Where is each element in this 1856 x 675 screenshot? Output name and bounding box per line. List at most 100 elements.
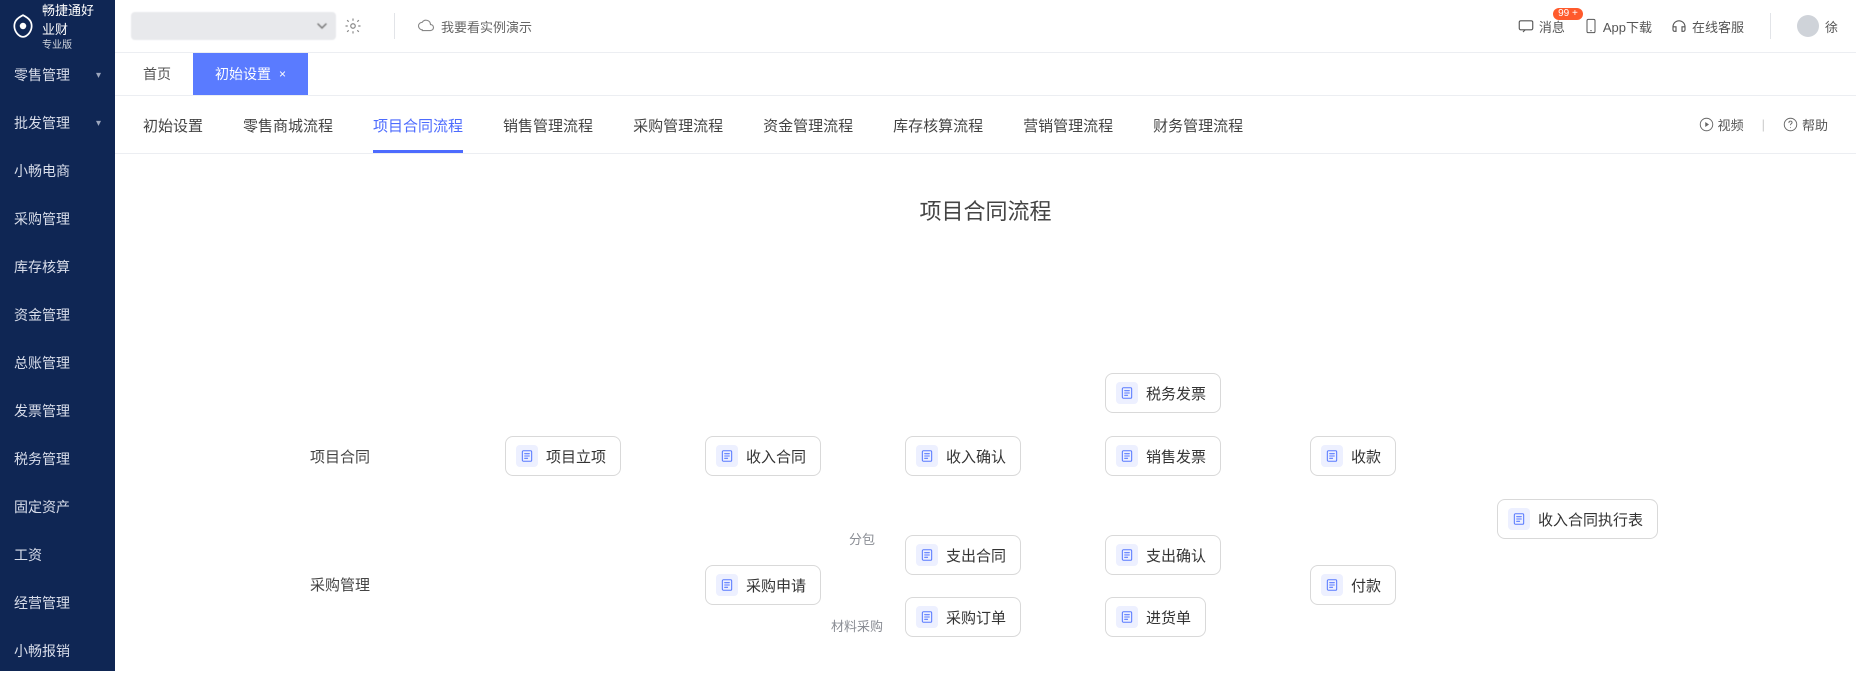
user-name: 徐 xyxy=(1825,17,1838,36)
subtab-2[interactable]: 项目合同流程 xyxy=(373,97,463,152)
flow-node-pay[interactable]: 付款 xyxy=(1310,565,1396,605)
workspace-tab-0[interactable]: 首页 xyxy=(121,53,193,95)
subtab-3[interactable]: 销售管理流程 xyxy=(503,97,593,152)
document-icon xyxy=(1116,382,1138,404)
chevron-down-icon xyxy=(316,20,328,32)
flow-node-label: 进货单 xyxy=(1146,607,1191,628)
edge-label-subcontract: 分包 xyxy=(849,529,875,548)
flow-node-income-exec[interactable]: 收入合同执行表 xyxy=(1497,499,1658,539)
flow-row-label-project-contract: 项目合同 xyxy=(310,446,370,467)
flow-node-sales-invoice[interactable]: 销售发票 xyxy=(1105,436,1221,476)
document-icon xyxy=(1508,508,1530,530)
flow-row-label-purchase-mgmt: 采购管理 xyxy=(310,574,370,595)
flow-node-project-init[interactable]: 项目立项 xyxy=(505,436,621,476)
sidebar-item-12[interactable]: 小畅报销 xyxy=(0,627,115,675)
sidebar-item-3[interactable]: 采购管理 xyxy=(0,195,115,243)
document-icon xyxy=(716,574,738,596)
document-icon xyxy=(916,544,938,566)
help-label: 帮助 xyxy=(1802,115,1828,134)
flow-node-label: 销售发票 xyxy=(1146,446,1206,467)
flow-canvas: 项目合同流程 项目合同 采购管理 分包 材料采购 项目立项收入合同收入确认销售发… xyxy=(115,154,1856,671)
org-selector[interactable] xyxy=(121,0,372,52)
document-icon xyxy=(1321,574,1343,596)
chevron-down-icon: ▾ xyxy=(96,70,101,81)
flow-node-receive[interactable]: 收款 xyxy=(1310,436,1396,476)
flow-node-expense-contract[interactable]: 支出合同 xyxy=(905,535,1021,575)
sidebar-item-11[interactable]: 经营管理 xyxy=(0,579,115,627)
demo-text: 我要看实例演示 xyxy=(441,17,532,36)
sidebar-item-0[interactable]: 零售管理 ▾ xyxy=(0,51,115,99)
flow-node-label: 税务发票 xyxy=(1146,383,1206,404)
phone-icon xyxy=(1583,17,1599,35)
sidebar-item-label: 税务管理 xyxy=(14,449,70,469)
chevron-down-icon: ▾ xyxy=(96,118,101,129)
sidebar-item-label: 总账管理 xyxy=(14,353,70,373)
document-icon xyxy=(1116,544,1138,566)
messages-button[interactable]: 消息 99 + xyxy=(1517,17,1565,36)
flow-node-label: 项目立项 xyxy=(546,446,606,467)
demo-link[interactable]: 我要看实例演示 xyxy=(417,17,532,36)
subtab-5[interactable]: 资金管理流程 xyxy=(763,97,853,152)
sidebar-item-label: 零售管理 xyxy=(14,65,70,85)
flow-node-label: 收款 xyxy=(1351,446,1381,467)
help-link[interactable]: 帮助 xyxy=(1783,115,1828,134)
flow-node-label: 支出确认 xyxy=(1146,545,1206,566)
flow-node-label: 收入合同执行表 xyxy=(1538,509,1643,530)
subtab-7[interactable]: 营销管理流程 xyxy=(1023,97,1113,152)
separator xyxy=(394,13,395,39)
flow-node-purchase-order[interactable]: 采购订单 xyxy=(905,597,1021,637)
flow-node-label: 收入合同 xyxy=(746,446,806,467)
sidebar-item-8[interactable]: 税务管理 xyxy=(0,435,115,483)
workspace-tab-1[interactable]: 初始设置× xyxy=(193,53,308,95)
app-download-label: App下载 xyxy=(1603,17,1652,36)
subtab-4[interactable]: 采购管理流程 xyxy=(633,97,723,152)
sidebar-item-1[interactable]: 批发管理 ▾ xyxy=(0,99,115,147)
flow-node-purchase-req[interactable]: 采购申请 xyxy=(705,565,821,605)
sidebar-item-label: 库存核算 xyxy=(14,257,70,277)
document-icon xyxy=(1321,445,1343,467)
video-label: 视频 xyxy=(1718,115,1744,134)
sidebar-item-label: 采购管理 xyxy=(14,209,70,229)
topbar-right: 消息 99 + App下载 在线客服 徐 xyxy=(1517,13,1838,39)
flow-node-expense-confirm[interactable]: 支出确认 xyxy=(1105,535,1221,575)
avatar xyxy=(1797,15,1819,37)
subtab-0[interactable]: 初始设置 xyxy=(143,97,203,152)
sidebar-item-6[interactable]: 总账管理 xyxy=(0,339,115,387)
flow-node-label: 支出合同 xyxy=(946,545,1006,566)
headset-icon xyxy=(1670,17,1688,35)
video-link[interactable]: 视频 xyxy=(1699,115,1744,134)
sidebar-item-7[interactable]: 发票管理 xyxy=(0,387,115,435)
flow-node-tax-invoice[interactable]: 税务发票 xyxy=(1105,373,1221,413)
subtab-8[interactable]: 财务管理流程 xyxy=(1153,97,1243,152)
subtab-6[interactable]: 库存核算流程 xyxy=(893,97,983,152)
sidebar-item-5[interactable]: 资金管理 xyxy=(0,291,115,339)
sidebar-item-2[interactable]: 小畅电商 xyxy=(0,147,115,195)
flow-node-label: 采购订单 xyxy=(946,607,1006,628)
flow-edges xyxy=(115,154,415,304)
sidebar-item-label: 小畅电商 xyxy=(14,161,70,181)
help-icon xyxy=(1783,117,1798,132)
document-icon xyxy=(916,445,938,467)
subtab-1[interactable]: 零售商城流程 xyxy=(243,97,333,152)
flow-node-inbound[interactable]: 进货单 xyxy=(1105,597,1206,637)
flow-node-label: 采购申请 xyxy=(746,575,806,596)
sidebar-item-4[interactable]: 库存核算 xyxy=(0,243,115,291)
sidebar-item-label: 批发管理 xyxy=(14,113,70,133)
sidebar-item-10[interactable]: 工资 xyxy=(0,531,115,579)
app-download-button[interactable]: App下载 xyxy=(1583,17,1652,36)
user-menu[interactable]: 徐 xyxy=(1797,15,1838,37)
brand-edition: 专业版 xyxy=(42,36,105,51)
sidebar-item-9[interactable]: 固定资产 xyxy=(0,483,115,531)
subtabs-bar: 初始设置零售商城流程项目合同流程销售管理流程采购管理流程资金管理流程库存核算流程… xyxy=(115,96,1856,154)
flow-node-label: 收入确认 xyxy=(946,446,1006,467)
document-icon xyxy=(516,445,538,467)
brand-icon xyxy=(10,13,36,39)
flow-node-income-contract[interactable]: 收入合同 xyxy=(705,436,821,476)
brand-name: 畅捷通好业财 xyxy=(42,0,105,38)
document-icon xyxy=(1116,445,1138,467)
close-icon[interactable]: × xyxy=(279,67,286,81)
gear-icon[interactable] xyxy=(344,17,362,35)
customer-service-button[interactable]: 在线客服 xyxy=(1670,17,1744,36)
brand-logo: 畅捷通好业财 专业版 xyxy=(0,0,115,51)
flow-node-income-confirm[interactable]: 收入确认 xyxy=(905,436,1021,476)
